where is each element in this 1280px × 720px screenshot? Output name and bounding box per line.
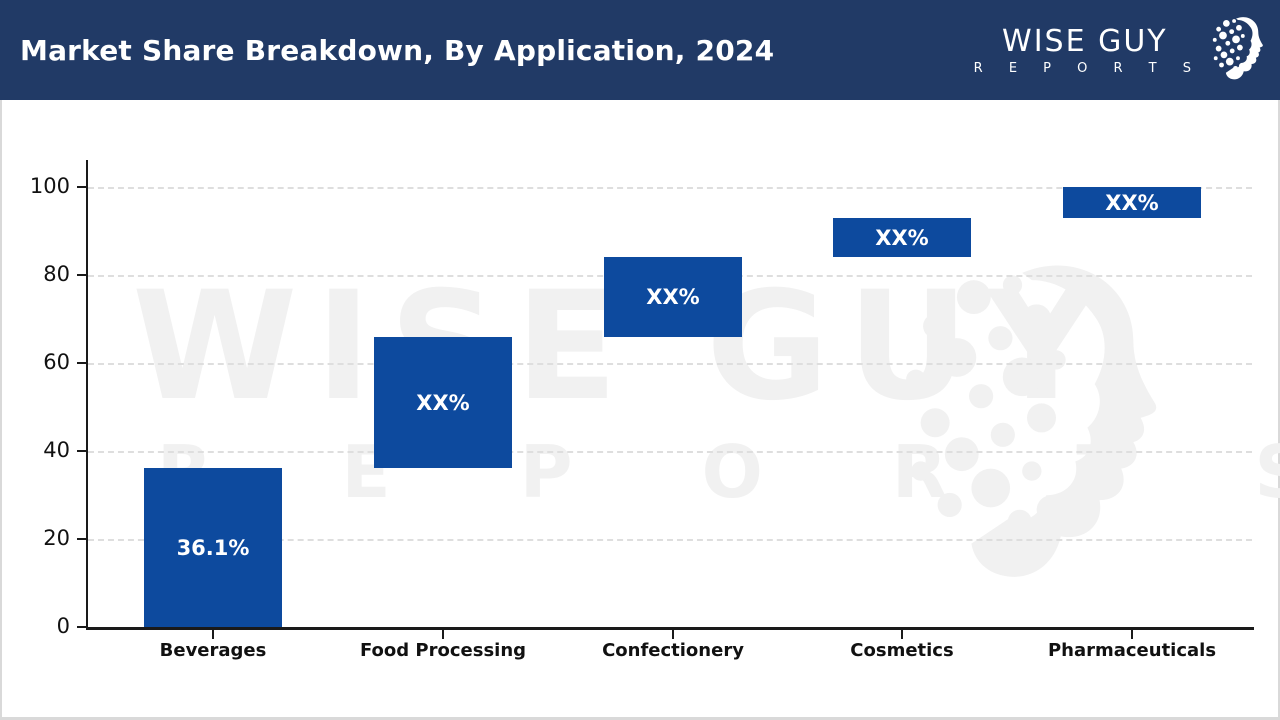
bar-pharmaceuticals: XX% bbox=[1063, 187, 1201, 219]
bar-value-label: XX% bbox=[875, 225, 929, 250]
bar-food-processing: XX% bbox=[374, 337, 512, 469]
y-tick-mark-0 bbox=[77, 626, 86, 628]
y-tick-mark-80 bbox=[77, 274, 86, 276]
y-tick-label-100: 100 bbox=[29, 174, 70, 198]
brand-logo-text: WISE GUY R E P O R T S bbox=[968, 24, 1202, 76]
x-category-label-2: Confectionery bbox=[602, 640, 744, 661]
brand-logo: WISE GUY R E P O R T S bbox=[968, 0, 1266, 100]
face-profile-icon bbox=[1212, 17, 1263, 80]
gridline-100 bbox=[88, 187, 1252, 189]
brand-subname: R E P O R T S bbox=[973, 61, 1202, 76]
x-tick-mark-2 bbox=[672, 630, 674, 639]
gridline-40 bbox=[88, 451, 1252, 453]
x-axis-line bbox=[86, 627, 1254, 630]
x-category-label-4: Pharmaceuticals bbox=[1047, 640, 1217, 661]
x-category-label-1: Food Processing bbox=[359, 640, 527, 661]
x-tick-mark-0 bbox=[212, 630, 214, 639]
y-axis-line bbox=[86, 160, 88, 630]
bar-confectionery: XX% bbox=[604, 257, 742, 338]
x-tick-mark-4 bbox=[1131, 630, 1133, 639]
x-tick-mark-3 bbox=[901, 630, 903, 639]
gridline-20 bbox=[88, 539, 1252, 541]
y-tick-label-40: 40 bbox=[43, 438, 70, 462]
y-tick-label-80: 80 bbox=[43, 262, 70, 286]
y-tick-mark-100 bbox=[77, 186, 86, 188]
header-bar: Market Share Breakdown, By Application, … bbox=[0, 0, 1280, 100]
chart-canvas: WISE GUY R E P O R T S 0 20 40 60 80 100 36.1%… bbox=[0, 100, 1280, 720]
bar-value-label: XX% bbox=[416, 390, 470, 415]
gridline-60 bbox=[88, 363, 1252, 365]
y-tick-label-20: 20 bbox=[43, 526, 70, 550]
bar-cosmetics: XX% bbox=[833, 218, 971, 258]
x-tick-mark-1 bbox=[442, 630, 444, 639]
bar-beverages: 36.1% bbox=[144, 468, 282, 627]
brand-name: WISE GUY bbox=[1002, 24, 1168, 59]
y-tick-label-0: 0 bbox=[56, 614, 70, 638]
bar-value-label: XX% bbox=[646, 285, 700, 310]
y-tick-mark-40 bbox=[77, 450, 86, 452]
bar-value-label: XX% bbox=[1105, 190, 1159, 215]
watermark-face-icon bbox=[906, 265, 1157, 577]
page-title: Market Share Breakdown, By Application, … bbox=[20, 33, 775, 67]
x-category-label-0: Beverages bbox=[159, 640, 267, 661]
bar-value-label: 36.1% bbox=[176, 535, 250, 560]
x-category-label-3: Cosmetics bbox=[850, 640, 954, 661]
y-tick-label-60: 60 bbox=[43, 350, 70, 374]
y-tick-mark-60 bbox=[77, 362, 86, 364]
y-tick-mark-20 bbox=[77, 538, 86, 540]
